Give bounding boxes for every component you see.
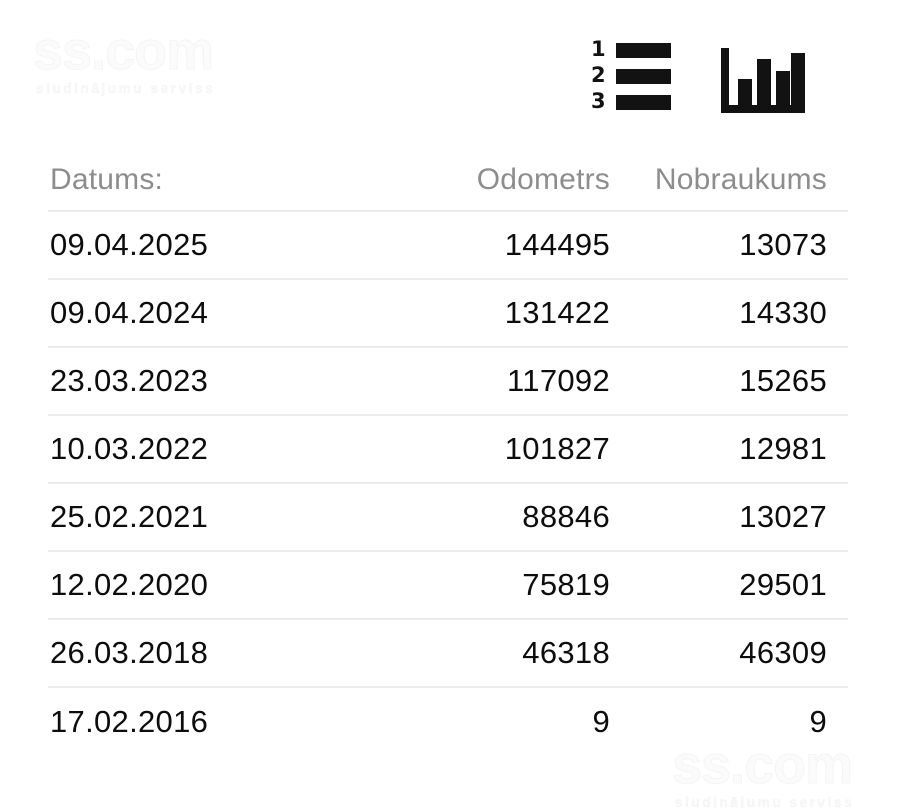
- numbered-list-row: 1: [589, 37, 671, 61]
- list-number: 2: [591, 63, 606, 87]
- cell-date: 12.02.2020: [50, 567, 209, 602]
- cell-mileage: 46309: [739, 635, 827, 670]
- cell-odometer: 144495: [504, 227, 610, 262]
- odometer-history-table: Datums: Odometrs Nobraukums 09.04.2025 1…: [48, 150, 848, 756]
- table-row: 09.04.2024 131422 14330: [48, 280, 848, 348]
- cell-mileage: 15265: [739, 363, 827, 398]
- table-header-row: Datums: Odometrs Nobraukums: [48, 150, 848, 212]
- cell-odometer: 46318: [522, 635, 610, 670]
- cell-mileage: 29501: [739, 567, 827, 602]
- chart-bar: [738, 79, 752, 105]
- list-number: 3: [591, 89, 606, 113]
- cell-mileage: 13027: [739, 499, 827, 534]
- table-row: 17.02.2016 9 9: [48, 688, 848, 756]
- chart-bar: [776, 71, 790, 105]
- cell-odometer: 101827: [504, 431, 610, 466]
- table-row: 09.04.2025 144495 13073: [48, 212, 848, 280]
- list-bar: [616, 95, 671, 110]
- list-bar: [616, 43, 671, 58]
- cell-date: 17.02.2016: [50, 704, 209, 739]
- cell-odometer: 75819: [522, 567, 610, 602]
- list-bar: [616, 69, 671, 84]
- cell-odometer: 88846: [522, 499, 610, 534]
- cell-odometer: 131422: [504, 295, 610, 330]
- cell-date: 10.03.2022: [50, 431, 209, 466]
- cell-mileage: 13073: [739, 227, 827, 262]
- cell-date: 09.04.2024: [50, 295, 209, 330]
- numbered-list-row: 2: [589, 63, 671, 87]
- column-header-odometer: Odometrs: [476, 163, 610, 196]
- column-header-mileage: Nobraukums: [654, 163, 827, 196]
- cell-mileage: 12981: [739, 431, 827, 466]
- table-row: 23.03.2023 117092 15265: [48, 348, 848, 416]
- chart-axis-x: [721, 105, 805, 113]
- chart-bar: [757, 59, 771, 105]
- table-row: 26.03.2018 46318 46309: [48, 620, 848, 688]
- numbered-list-icon[interactable]: 1 2 3: [589, 37, 671, 113]
- column-header-date: Datums:: [50, 163, 164, 196]
- cell-date: 26.03.2018: [50, 635, 209, 670]
- chart-bar: [791, 53, 805, 105]
- list-number: 1: [591, 37, 606, 61]
- chart-axis-y: [721, 48, 729, 113]
- table-row: 10.03.2022 101827 12981: [48, 416, 848, 484]
- cell-mileage: 9: [809, 704, 827, 739]
- cell-mileage: 14330: [739, 295, 827, 330]
- view-toggle-toolbar: 1 2 3: [0, 0, 900, 130]
- table-row: 25.02.2021 88846 13027: [48, 484, 848, 552]
- cell-date: 25.02.2021: [50, 499, 209, 534]
- watermark-tagline: sludinājumu serviss: [675, 795, 855, 808]
- cell-date: 23.03.2023: [50, 363, 209, 398]
- numbered-list-row: 3: [589, 89, 671, 113]
- cell-odometer: 9: [592, 704, 610, 739]
- cell-date: 09.04.2025: [50, 227, 209, 262]
- cell-odometer: 117092: [507, 363, 610, 398]
- bar-chart-icon[interactable]: [721, 48, 805, 113]
- table-row: 12.02.2020 75819 29501: [48, 552, 848, 620]
